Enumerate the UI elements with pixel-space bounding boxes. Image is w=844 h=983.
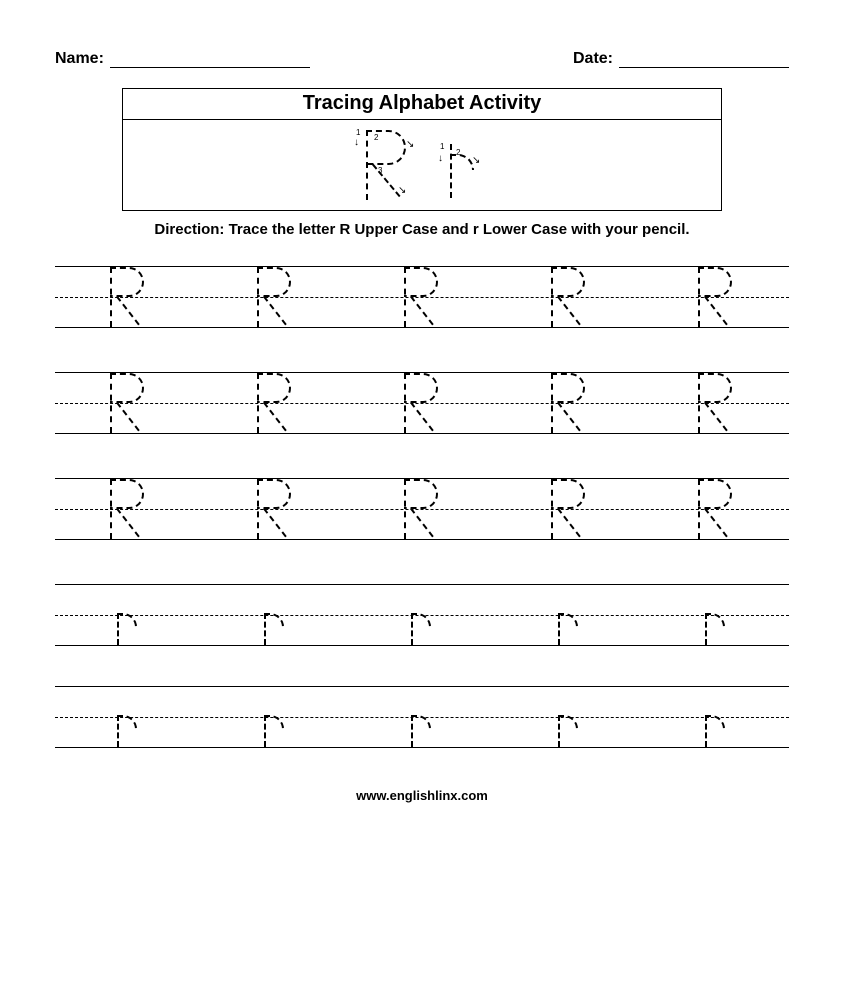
demo-lower-r: 1 ↓ 2 ↘ <box>446 154 482 198</box>
worksheet-title: Tracing Alphabet Activity <box>123 89 721 120</box>
direction-text: Direction: Trace the letter R Upper Case… <box>55 221 789 238</box>
name-input-line[interactable] <box>110 54 310 68</box>
practice-row-upper[interactable] <box>55 478 789 540</box>
trace-lower-r[interactable] <box>701 715 731 747</box>
trace-lower-r[interactable] <box>113 715 143 747</box>
trace-lower-r[interactable] <box>554 715 584 747</box>
header-row: Name: Date: <box>55 50 789 68</box>
trace-upper-R[interactable] <box>547 479 591 539</box>
trace-upper-R[interactable] <box>694 267 738 327</box>
date-input-line[interactable] <box>619 54 789 68</box>
trace-lower-r[interactable] <box>701 613 731 645</box>
trace-lower-r[interactable] <box>554 613 584 645</box>
practice-block <box>55 266 789 748</box>
practice-row-upper[interactable] <box>55 266 789 328</box>
trace-lower-r[interactable] <box>260 715 290 747</box>
trace-upper-R[interactable] <box>400 479 444 539</box>
trace-upper-R[interactable] <box>694 373 738 433</box>
practice-row-lower[interactable] <box>55 686 789 748</box>
name-label: Name: <box>55 50 104 68</box>
name-field: Name: <box>55 50 310 68</box>
trace-lower-r[interactable] <box>407 715 437 747</box>
title-box: Tracing Alphabet Activity 1 ↓ 2 ↘ 3 ↘ 1 … <box>122 88 722 211</box>
trace-upper-R[interactable] <box>253 373 297 433</box>
trace-upper-R[interactable] <box>400 267 444 327</box>
trace-lower-r[interactable] <box>113 613 143 645</box>
trace-upper-R[interactable] <box>253 267 297 327</box>
trace-upper-R[interactable] <box>106 267 150 327</box>
practice-row-lower[interactable] <box>55 584 789 646</box>
demo-letters: 1 ↓ 2 ↘ 3 ↘ 1 ↓ 2 ↘ <box>123 120 721 210</box>
trace-upper-R[interactable] <box>694 479 738 539</box>
footer-url: www.englishlinx.com <box>55 788 789 803</box>
trace-upper-R[interactable] <box>547 267 591 327</box>
trace-lower-r[interactable] <box>260 613 290 645</box>
trace-lower-r[interactable] <box>407 613 437 645</box>
trace-upper-R[interactable] <box>253 479 297 539</box>
trace-upper-R[interactable] <box>547 373 591 433</box>
trace-upper-R[interactable] <box>106 373 150 433</box>
trace-upper-R[interactable] <box>400 373 444 433</box>
trace-upper-R[interactable] <box>106 479 150 539</box>
date-label: Date: <box>573 50 613 68</box>
practice-row-upper[interactable] <box>55 372 789 434</box>
worksheet-page: Name: Date: Tracing Alphabet Activity 1 … <box>0 0 844 983</box>
date-field: Date: <box>573 50 789 68</box>
demo-upper-R: 1 ↓ 2 ↘ 3 ↘ <box>362 130 416 200</box>
